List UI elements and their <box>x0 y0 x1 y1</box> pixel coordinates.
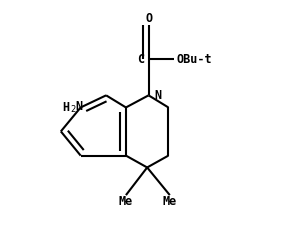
Text: H: H <box>62 101 69 114</box>
Text: OBu-t: OBu-t <box>177 53 213 66</box>
Text: O: O <box>145 12 152 25</box>
Text: N: N <box>154 89 161 102</box>
Text: Me: Me <box>119 195 133 208</box>
Text: C: C <box>137 53 144 66</box>
Text: Me: Me <box>163 195 177 208</box>
Text: $_2$N: $_2$N <box>70 100 84 115</box>
